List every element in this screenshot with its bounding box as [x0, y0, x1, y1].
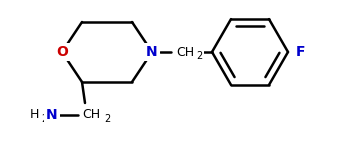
Text: CH: CH	[82, 108, 100, 122]
Text: 2: 2	[41, 114, 47, 124]
Text: N: N	[146, 45, 158, 59]
Text: 2: 2	[104, 114, 110, 124]
Text: O: O	[56, 45, 68, 59]
Text: 2: 2	[196, 51, 202, 61]
Text: F: F	[296, 45, 306, 59]
Text: N: N	[46, 108, 58, 122]
Text: CH: CH	[176, 46, 194, 59]
Text: H: H	[29, 108, 39, 122]
